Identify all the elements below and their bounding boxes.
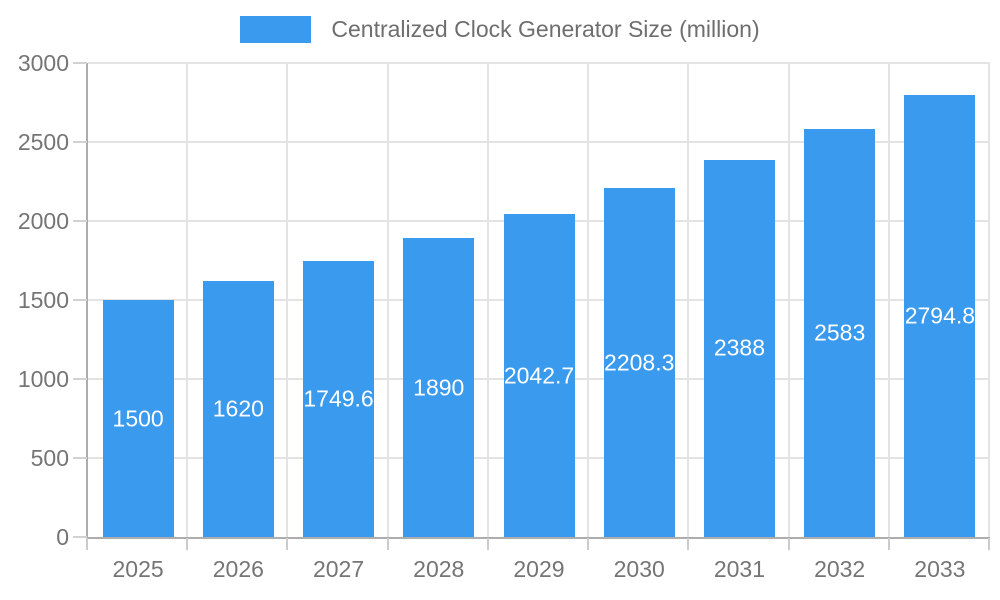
x-axis-tick bbox=[887, 538, 890, 550]
bar-value-label: 2388 bbox=[713, 334, 766, 361]
legend-swatch bbox=[240, 16, 312, 43]
x-axis-tick bbox=[988, 538, 990, 550]
y-axis-tick-label: 1000 bbox=[17, 366, 69, 392]
y-axis-tick-label: 0 bbox=[56, 524, 69, 550]
y-axis-tick bbox=[73, 62, 87, 64]
x-axis-tick bbox=[787, 538, 790, 550]
x-axis-tick bbox=[186, 538, 189, 550]
x-axis-tick bbox=[86, 538, 88, 550]
bar-value-label: 2208.3 bbox=[604, 349, 675, 376]
x-axis-tick-label: 2025 bbox=[112, 556, 164, 582]
x-axis-tick-label: 2033 bbox=[914, 556, 966, 582]
x-axis-tick bbox=[486, 538, 489, 550]
y-axis-tick bbox=[73, 457, 87, 459]
gridline-v bbox=[386, 63, 389, 537]
y-axis-tick-label: 2500 bbox=[17, 129, 69, 155]
bar-value-label: 1749.6 bbox=[303, 385, 374, 412]
x-axis-tick bbox=[286, 538, 289, 550]
x-axis-tick-label: 2028 bbox=[413, 556, 465, 582]
x-axis-tick-label: 2030 bbox=[613, 556, 665, 582]
gridline-h bbox=[88, 62, 990, 64]
gridline-v bbox=[988, 63, 990, 537]
bar-value-label: 1890 bbox=[413, 374, 465, 401]
gridline-v bbox=[787, 63, 790, 537]
bar[interactable]: 2388 bbox=[703, 159, 775, 537]
y-axis-tick-label: 2000 bbox=[17, 208, 69, 234]
bar-value-label: 1500 bbox=[112, 405, 164, 431]
y-axis-tick-label: 500 bbox=[30, 445, 69, 471]
gridline-v bbox=[186, 63, 189, 537]
y-axis-tick bbox=[73, 220, 87, 222]
x-axis-tick bbox=[687, 538, 690, 550]
gridline-h bbox=[88, 141, 990, 143]
legend-label: Centralized Clock Generator Size (millio… bbox=[331, 16, 760, 42]
x-axis-tick bbox=[587, 538, 590, 550]
y-axis-tick bbox=[73, 299, 87, 301]
plot-area: 1500 1620 1749.6 1890 2042.7 2208.3 2388 2583 27… bbox=[86, 62, 990, 539]
bar[interactable]: 1749.6 bbox=[303, 260, 375, 537]
y-axis-tick-label: 1500 bbox=[17, 287, 69, 313]
bar[interactable]: 2794.8 bbox=[904, 95, 976, 537]
bar[interactable]: 2583 bbox=[804, 128, 876, 537]
y-axis-tick bbox=[73, 536, 87, 538]
gridline-v bbox=[887, 63, 890, 537]
gridline-v bbox=[587, 63, 590, 537]
x-axis-tick bbox=[386, 538, 389, 550]
bar[interactable]: 1620 bbox=[202, 281, 274, 537]
legend: Centralized Clock Generator Size (millio… bbox=[0, 16, 1000, 43]
gridline-v bbox=[486, 63, 489, 537]
gridline-v bbox=[286, 63, 289, 537]
legend-item[interactable]: Centralized Clock Generator Size (millio… bbox=[240, 16, 760, 43]
bar-value-label: 2042.7 bbox=[503, 362, 575, 389]
y-axis-tick bbox=[73, 141, 87, 143]
y-axis-tick-label: 3000 bbox=[17, 50, 69, 76]
x-axis-tick-label: 2032 bbox=[814, 556, 866, 582]
bar[interactable]: 1890 bbox=[403, 238, 475, 537]
x-axis-tick-label: 2031 bbox=[713, 556, 766, 582]
gridline-v bbox=[687, 63, 690, 537]
x-axis-line bbox=[86, 537, 990, 539]
x-axis-tick-label: 2029 bbox=[513, 556, 565, 582]
x-axis-tick-label: 2027 bbox=[312, 556, 365, 582]
bar-value-label: 2794.8 bbox=[904, 302, 976, 329]
bar[interactable]: 2208.3 bbox=[603, 188, 675, 537]
y-axis-line bbox=[86, 63, 88, 537]
bar-value-label: 1620 bbox=[212, 395, 264, 422]
bar-value-label: 2583 bbox=[814, 319, 866, 346]
bar[interactable]: 2042.7 bbox=[503, 214, 575, 537]
x-axis-tick-label: 2026 bbox=[212, 556, 264, 582]
bar[interactable]: 1500 bbox=[102, 300, 174, 537]
y-axis-tick bbox=[73, 378, 87, 380]
